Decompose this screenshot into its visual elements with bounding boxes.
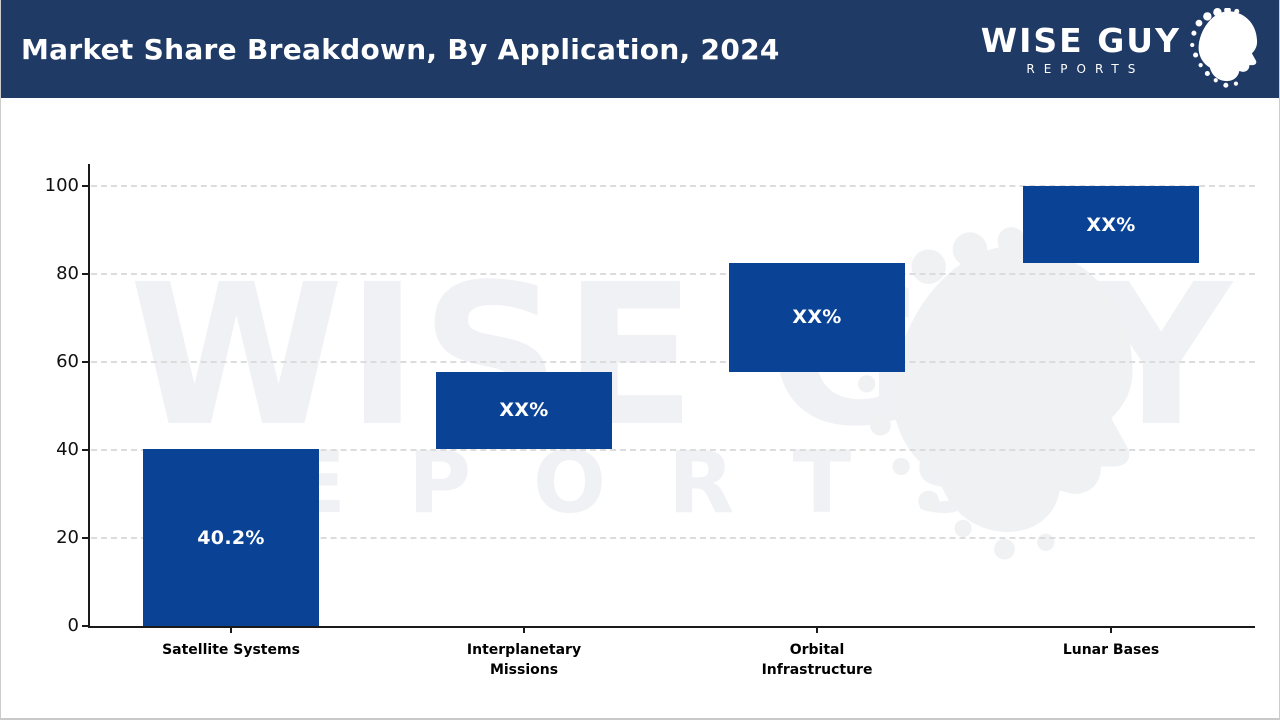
y-tick-mark-80 (82, 273, 89, 275)
bar-value-label: XX% (1086, 213, 1136, 236)
x-tick-label-lunar-bases: Lunar Bases (1062, 642, 1160, 658)
bar-value-label: XX% (499, 399, 549, 422)
y-tick-label-60: 60 (56, 351, 79, 372)
y-tick-mark-20 (82, 537, 89, 539)
y-tick-label-0: 0 (67, 615, 79, 636)
brand-subname: REPORTS (1026, 62, 1145, 76)
header: Market Share Breakdown, By Application, … (1, 0, 1279, 98)
watermark-face-dots-icon (858, 227, 1133, 560)
y-tick-mark-40 (82, 449, 89, 451)
brand-logo: WISE GUY REPORTS (981, 6, 1267, 94)
gridline-20 (91, 537, 1255, 539)
x-tick-mark-satellite-systems (230, 626, 232, 633)
x-tick-label-interplanetary-missions: Interplanetary Missions (466, 642, 582, 679)
y-tick-mark-100 (82, 185, 89, 187)
x-axis-spine (89, 626, 1255, 628)
gridline-100 (91, 185, 1255, 187)
y-tick-label-20: 20 (56, 527, 79, 548)
bar-lunar-bases: XX% (1023, 186, 1199, 263)
y-axis-spine (88, 164, 90, 628)
bar-satellite-systems: 40.2% (143, 449, 319, 626)
x-tick-label-orbital-infrastructure: Orbital Infrastructure (761, 642, 873, 679)
x-tick-mark-lunar-bases (1110, 626, 1112, 633)
brand-face-dots-icon (1190, 8, 1258, 88)
bar-value-label: 40.2% (197, 526, 265, 549)
x-tick-label-satellite-systems: Satellite Systems (162, 642, 300, 658)
gridline-60 (91, 361, 1255, 363)
brand-logo-text: WISE GUY REPORTS (981, 24, 1181, 76)
bar-value-label: XX% (792, 306, 842, 329)
y-tick-label-100: 100 (44, 175, 79, 196)
y-tick-label-80: 80 (56, 263, 79, 284)
bar-interplanetary-missions: XX% (436, 371, 612, 450)
x-tick-mark-interplanetary-missions (523, 626, 525, 633)
gridline-40 (91, 449, 1255, 451)
bar-orbital-infrastructure: XX% (729, 263, 905, 372)
y-tick-mark-0 (82, 625, 89, 627)
y-tick-mark-60 (82, 361, 89, 363)
gridline-80 (91, 273, 1255, 275)
y-tick-label-40: 40 (56, 439, 79, 460)
page-title: Market Share Breakdown, By Application, … (21, 32, 780, 66)
brand-name: WISE GUY (980, 21, 1181, 60)
x-tick-mark-orbital-infrastructure (816, 626, 818, 633)
